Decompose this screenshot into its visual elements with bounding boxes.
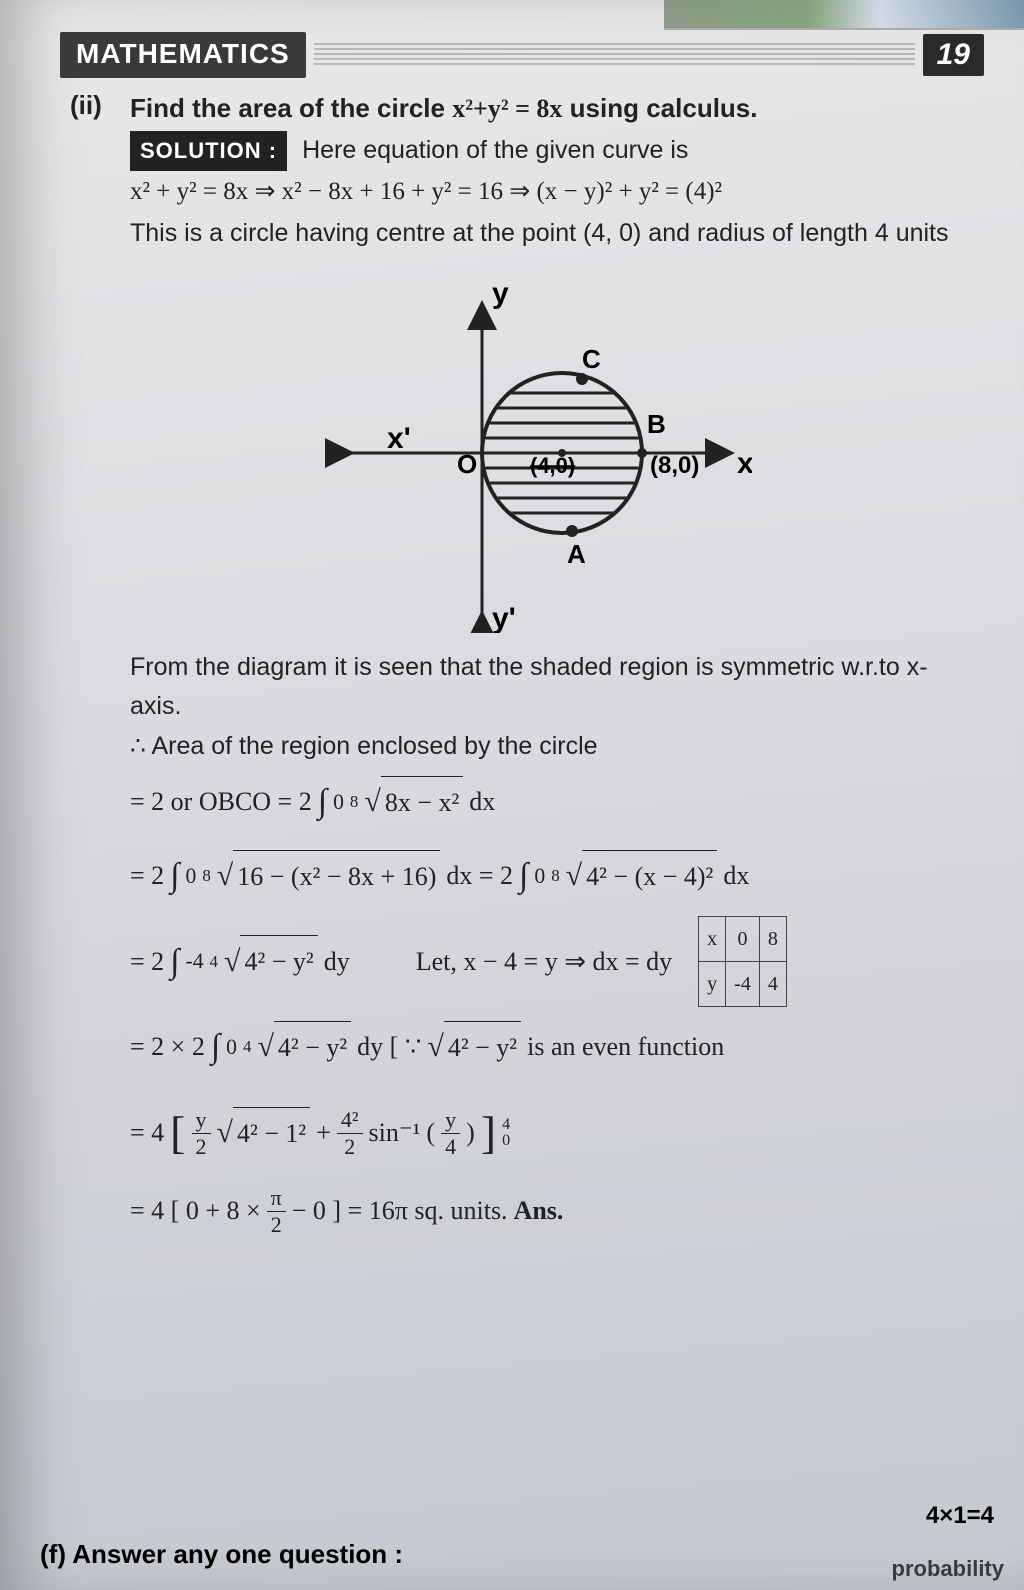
page-number: 19 [923,34,984,76]
work-steps: = 2 or OBCO = 2 ∫08 √8x − x² dx = 2 ∫08 … [130,768,974,1237]
question-number: (ii) [70,90,130,127]
work-line-3: = 2 ∫-44 √4² − y² dy Let, x − 4 = y ⇒ dx… [130,916,974,1007]
label-pointB: (8,0) [650,452,699,479]
label-A: A [567,539,586,569]
label-xprime: x' [387,422,411,455]
label-center: (4,0) [530,453,575,478]
solution-equation-step: x² + y² = 8x ⇒ x² − 8x + 16 + y² = 16 ⇒ … [130,173,974,212]
label-O: O [457,449,477,479]
question-text-after: using calculus. [562,93,757,123]
label-C: C [582,344,601,374]
answer-label: Ans. [514,1185,564,1237]
label-x: x [737,447,752,480]
decorative-photo-strip [664,0,1024,30]
work-line-4: = 2 × 2 ∫04 √4² − y² dy [ ∵ √4² − y² is … [130,1013,974,1081]
content-area: (ii) Find the area of the circle x²+y² =… [60,90,984,1237]
explanation-symmetry: From the diagram it is seen that the sha… [130,648,974,726]
work-line-1: = 2 or OBCO = 2 ∫08 √8x − x² dx [130,768,974,836]
question-text-before: Find the area of the circle [130,93,452,123]
solution-intro-row: SOLUTION : Here equation of the given cu… [130,131,974,171]
work-line-6: = 4 [ 0 + 8 × π2 − 0 ] = 16π sq. units. … [130,1185,974,1237]
work-line-5: = 4 [ y2 √4² − 1² + 4²2 sin⁻¹ ( y4 ) ] 4… [130,1087,974,1179]
solution-circle-desc: This is a circle having centre at the po… [130,214,974,253]
label-y: y [492,277,509,310]
integral-sign-icon: ∫ [519,842,528,910]
header-band: MATHEMATICS 19 [60,30,984,80]
page: MATHEMATICS 19 (ii) Find the area of the… [0,0,1024,1590]
left-bracket-icon: [ [170,1087,185,1179]
question-row: (ii) Find the area of the circle x²+y² =… [70,90,974,127]
marks-label: 4×1=4 [926,1502,994,1530]
w2a-pre: = 2 [130,850,164,902]
label-yprime: y' [492,602,516,633]
explanation-area: ∴ Area of the region enclosed by the cir… [130,727,974,766]
solution-intro: Here equation of the given curve is [302,136,688,164]
w1-pre: = 2 or OBCO = 2 [130,776,312,828]
circle-diagram: y y' x x' O C A B (4,0) (8,0) [292,273,752,633]
solution-label: SOLUTION : [130,131,287,171]
next-question-label: (f) Answer any one question : [40,1539,403,1570]
w1-post: dx [469,776,495,828]
w1-sqrt: √8x − x² [364,772,463,832]
integral-sign-icon: ∫ [211,1013,220,1081]
integral-sign-icon: ∫ [318,768,327,836]
w1-low: 0 [333,781,344,824]
subject-label: MATHEMATICS [60,32,306,78]
label-B: B [647,409,666,439]
header-divider-lines [314,43,915,67]
right-bracket-icon: ] [481,1087,496,1179]
w1-high: 8 [350,785,358,819]
question-equation: x²+y² = 8x [452,94,562,123]
integral-sign-icon: ∫ [170,842,179,910]
limits-table: x08 y-44 [698,916,787,1007]
work-line-2: = 2 ∫08 √16 − (x² − 8x + 16) dx = 2 ∫08 … [130,842,974,910]
cutoff-word: probability [892,1556,1004,1582]
substitution-text: Let, x − 4 = y ⇒ dx = dy [416,936,672,988]
integral-sign-icon: ∫ [170,928,179,996]
question-text: Find the area of the circle x²+y² = 8x u… [130,90,974,127]
